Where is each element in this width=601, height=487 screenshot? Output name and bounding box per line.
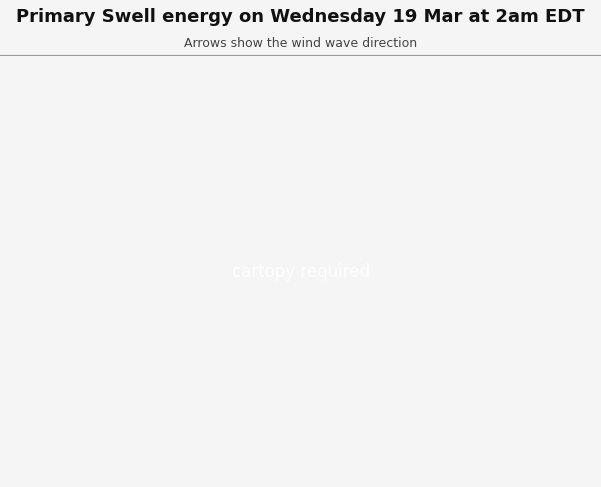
Text: cartopy required: cartopy required xyxy=(231,262,370,281)
Text: Primary Swell energy on Wednesday 19 Mar at 2am EDT: Primary Swell energy on Wednesday 19 Mar… xyxy=(16,8,585,26)
Text: Arrows show the wind wave direction: Arrows show the wind wave direction xyxy=(184,37,417,50)
